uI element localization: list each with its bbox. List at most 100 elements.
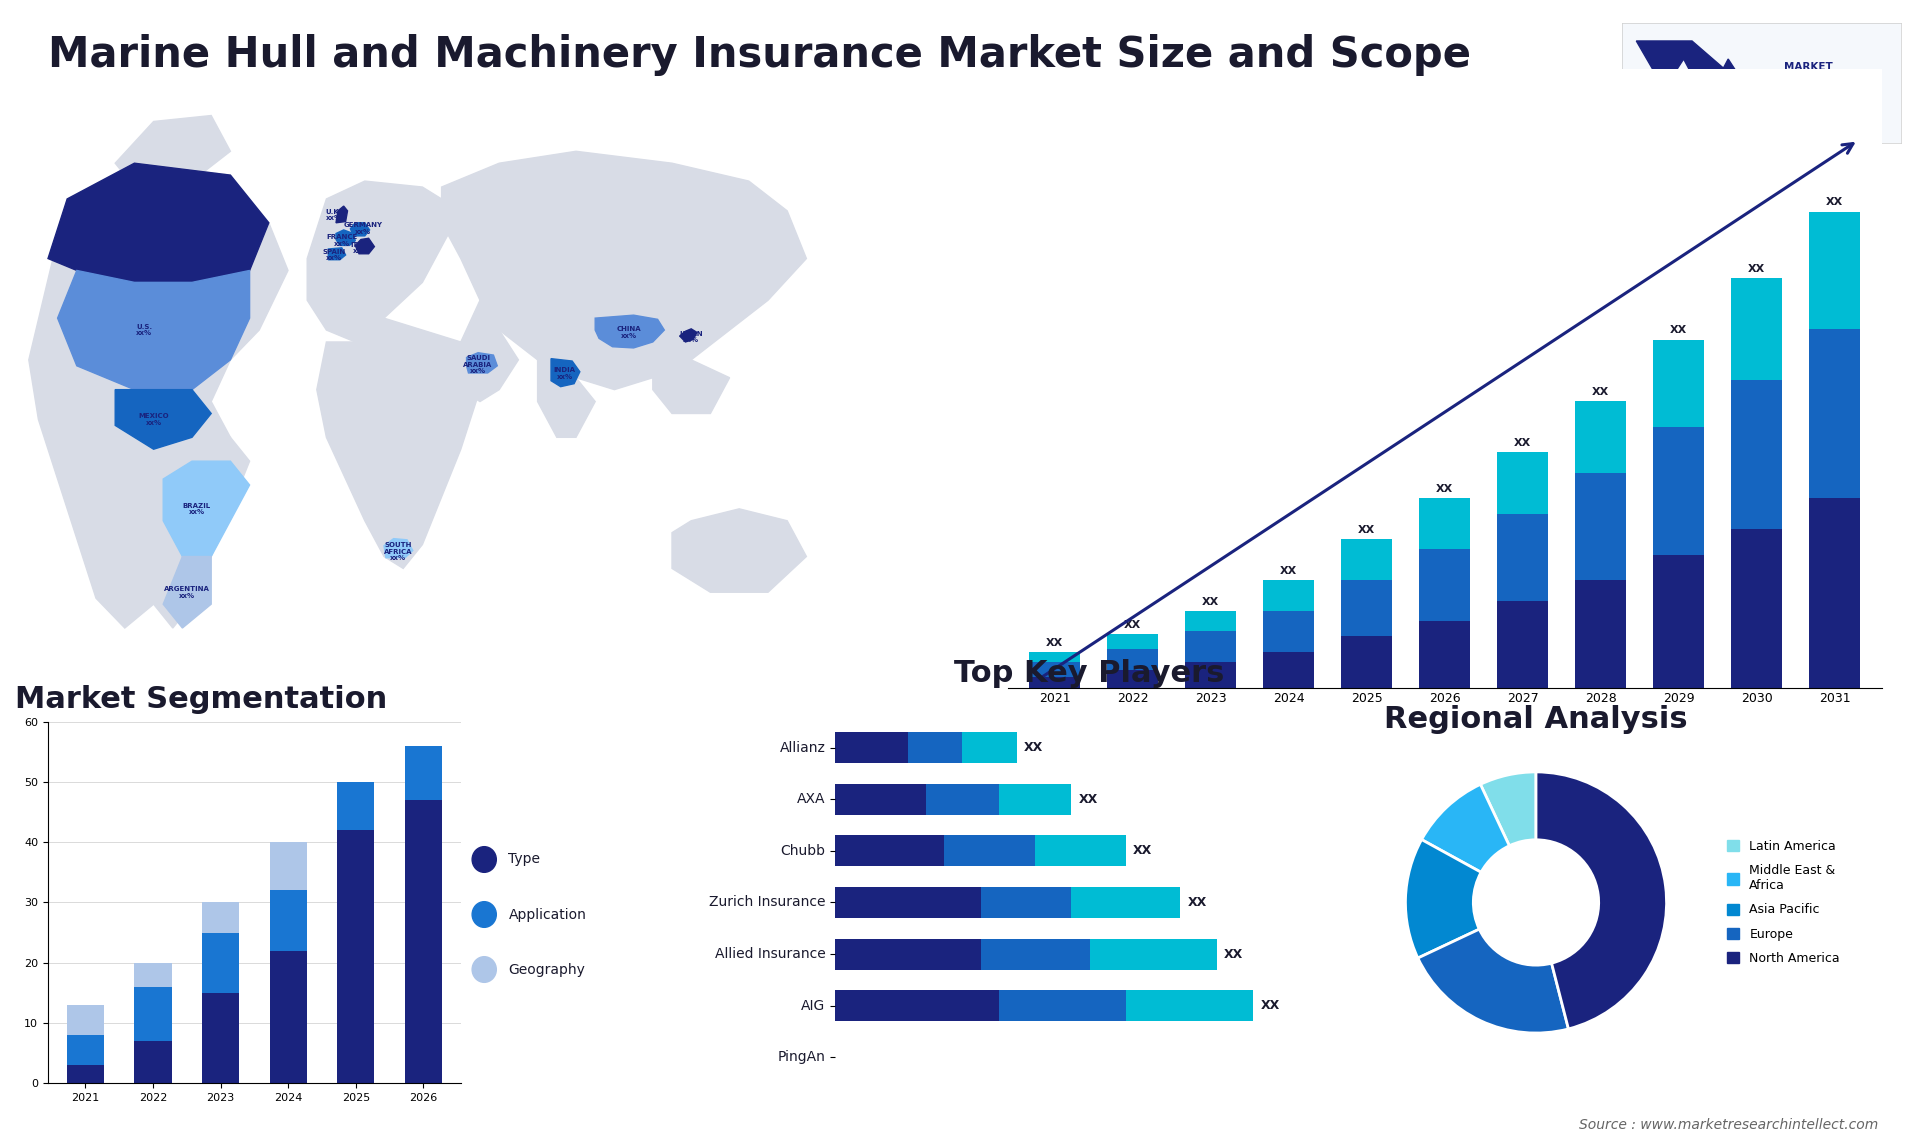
Circle shape (472, 957, 495, 982)
Polygon shape (538, 360, 595, 438)
Bar (1185, 631, 1236, 662)
Text: Chubb: Chubb (781, 843, 826, 858)
Text: XX: XX (1281, 566, 1298, 576)
Bar (1263, 611, 1313, 652)
Text: Allianz: Allianz (780, 740, 826, 755)
Polygon shape (307, 181, 461, 342)
Text: PingAn: PingAn (778, 1050, 826, 1065)
Bar (202, 933, 240, 992)
Text: SOUTH
AFRICA
xx%: SOUTH AFRICA xx% (384, 542, 413, 562)
Text: XX: XX (1592, 387, 1609, 397)
Bar (67, 1035, 104, 1065)
Polygon shape (551, 359, 580, 386)
Text: XX: XX (1133, 845, 1152, 857)
Bar (1185, 611, 1236, 631)
Bar (1108, 650, 1158, 669)
Bar (1498, 453, 1548, 513)
Bar (1809, 212, 1860, 329)
Text: ITALY
xx%: ITALY xx% (351, 242, 371, 254)
Bar (1342, 539, 1392, 580)
Bar (1809, 329, 1860, 499)
Bar (1419, 621, 1471, 688)
Text: Market Segmentation: Market Segmentation (15, 685, 388, 714)
Text: Top Key Players: Top Key Players (954, 659, 1225, 688)
Bar (998, 784, 1071, 815)
Bar (1732, 380, 1782, 529)
Bar (134, 987, 171, 1041)
Polygon shape (163, 557, 211, 628)
Bar (1732, 529, 1782, 688)
Text: XX: XX (1436, 484, 1453, 494)
Bar (67, 1065, 104, 1083)
Text: AXA: AXA (797, 792, 826, 807)
Polygon shape (653, 360, 730, 414)
Bar (1029, 662, 1081, 677)
Text: XX: XX (1670, 325, 1688, 336)
Text: Allied Insurance: Allied Insurance (714, 947, 826, 961)
Bar (338, 830, 374, 1083)
Text: Application: Application (509, 908, 586, 921)
Bar (1342, 636, 1392, 688)
Polygon shape (328, 248, 346, 260)
Polygon shape (672, 509, 806, 592)
Bar (908, 732, 962, 763)
Bar (1029, 652, 1081, 662)
Text: U.K.
xx%: U.K. xx% (326, 209, 342, 221)
Polygon shape (144, 438, 250, 628)
Text: JAPAN
xx%: JAPAN xx% (680, 331, 703, 344)
Bar (405, 800, 442, 1083)
Bar (1089, 939, 1217, 970)
Bar (405, 746, 442, 800)
Bar (67, 1005, 104, 1035)
Bar (835, 784, 925, 815)
Polygon shape (355, 238, 374, 253)
Bar (1185, 662, 1236, 688)
FancyArrowPatch shape (1033, 143, 1853, 683)
Bar (134, 1041, 171, 1083)
Bar (1029, 677, 1081, 688)
Bar (1035, 835, 1125, 866)
Bar (202, 992, 240, 1083)
Bar (925, 784, 998, 815)
Bar (269, 842, 307, 890)
Polygon shape (48, 163, 269, 282)
Wedge shape (1536, 772, 1667, 1029)
Text: Source : www.marketresearchintellect.com: Source : www.marketresearchintellect.com (1578, 1118, 1878, 1132)
Text: SPAIN
xx%: SPAIN xx% (323, 249, 346, 261)
Polygon shape (595, 315, 664, 348)
Circle shape (472, 847, 495, 872)
Circle shape (472, 902, 495, 927)
Bar (981, 939, 1089, 970)
Wedge shape (1417, 929, 1569, 1033)
Text: XX: XX (1079, 793, 1098, 806)
Bar (1498, 601, 1548, 688)
Text: Marine Hull and Machinery Insurance Market Size and Scope: Marine Hull and Machinery Insurance Mark… (48, 34, 1471, 77)
Bar (835, 939, 981, 970)
Polygon shape (115, 116, 230, 187)
Bar (1498, 513, 1548, 601)
Text: XX: XX (1046, 637, 1064, 647)
Bar (1108, 634, 1158, 650)
Text: INDIA
xx%: INDIA xx% (553, 368, 576, 379)
Title: Regional Analysis: Regional Analysis (1384, 705, 1688, 735)
Polygon shape (163, 461, 250, 557)
Text: GERMANY
xx%: GERMANY xx% (344, 222, 382, 235)
Polygon shape (336, 206, 348, 222)
Bar (835, 887, 981, 918)
Polygon shape (115, 390, 211, 449)
Text: SAUDI
ARABIA
xx%: SAUDI ARABIA xx% (463, 355, 493, 374)
Wedge shape (1480, 772, 1536, 846)
Text: CANADA
xx%: CANADA xx% (127, 222, 161, 235)
Bar (1263, 652, 1313, 688)
Text: XX: XX (1826, 197, 1843, 207)
Bar (1576, 472, 1626, 580)
Text: FRANCE
xx%: FRANCE xx% (326, 235, 357, 246)
Wedge shape (1405, 840, 1480, 958)
Bar (962, 732, 1018, 763)
Legend: Latin America, Middle East &
Africa, Asia Pacific, Europe, North America: Latin America, Middle East & Africa, Asi… (1722, 835, 1845, 970)
Polygon shape (467, 353, 497, 372)
Bar (202, 903, 240, 933)
Bar (1419, 499, 1471, 549)
Polygon shape (442, 151, 806, 390)
Text: XX: XX (1357, 525, 1375, 535)
